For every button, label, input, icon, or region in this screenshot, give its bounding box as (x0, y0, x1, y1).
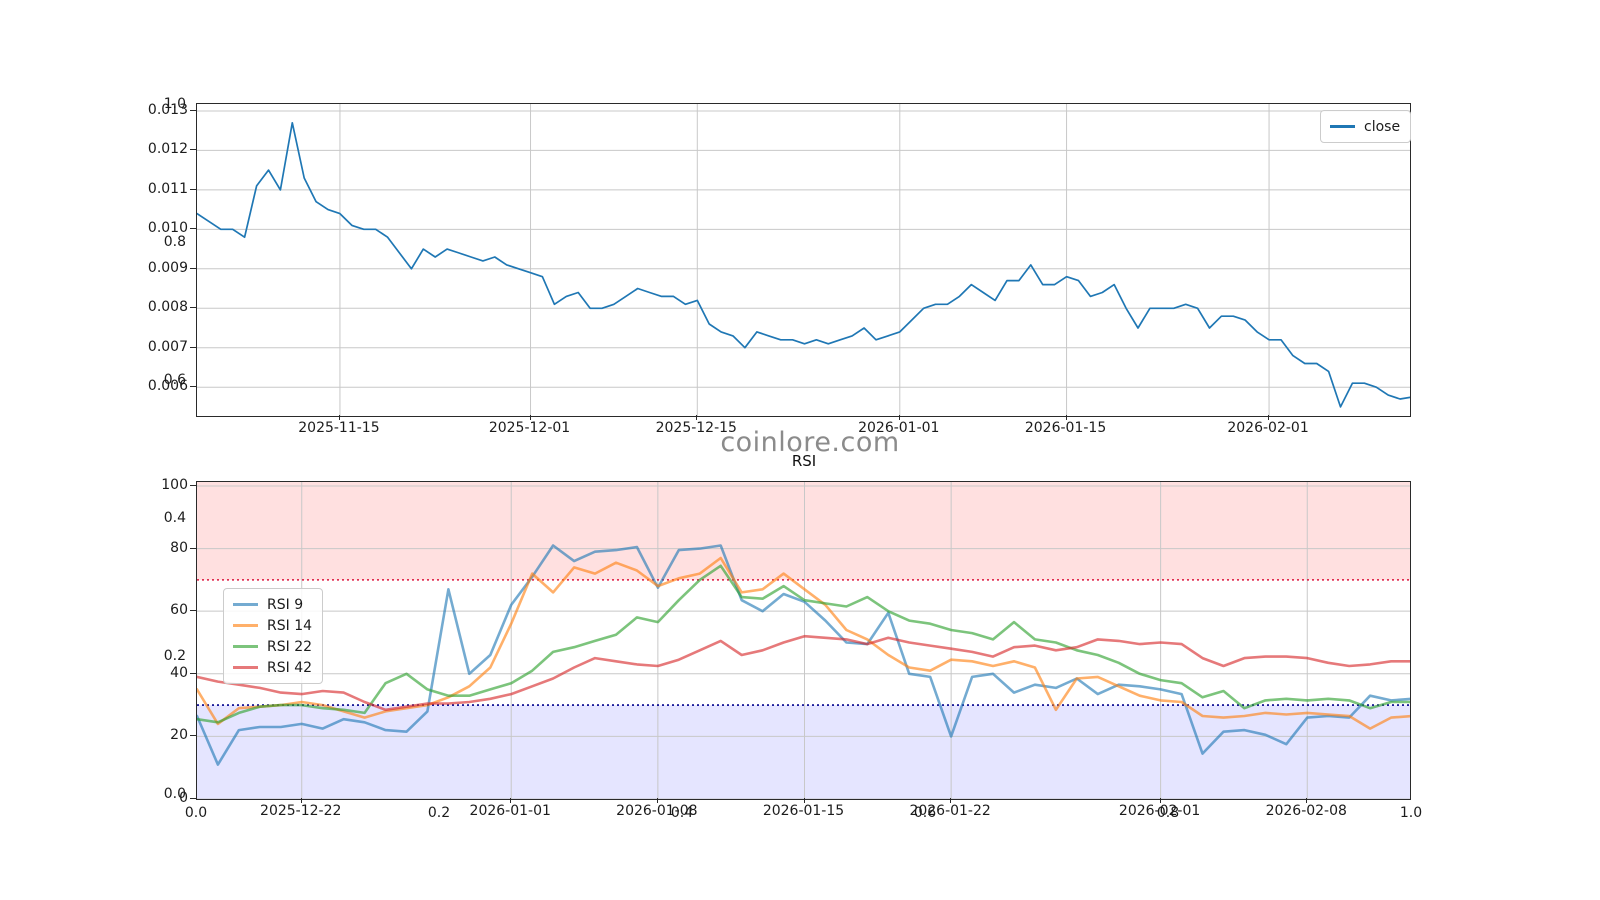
rsi-legend-row-rsi14: RSI 14 (233, 615, 312, 636)
overlay-x-tick-label: 1.0 (1399, 805, 1423, 821)
overlay-x-tick-label: 0.4 (670, 805, 694, 821)
rsi-legend-label: RSI 22 (267, 638, 313, 655)
x-axis-tick-label: 2026-02-01 (1227, 420, 1309, 436)
rsi42-line-swatch (233, 666, 258, 669)
x-axis-tick-label: 2026-01-01 (469, 803, 551, 819)
tick-mark (190, 346, 196, 348)
tick-mark (190, 484, 196, 486)
overlay-x-tick-label: 0.2 (427, 805, 451, 821)
tick-mark (803, 798, 805, 803)
rsi-legend-label: RSI 42 (267, 659, 313, 676)
tick-mark (190, 672, 196, 674)
y-axis-tick-label: 0.013 (147, 101, 188, 118)
rsi-chart-plot-area (196, 481, 1411, 800)
tick-mark (1159, 798, 1161, 803)
tick-mark (190, 307, 196, 309)
tick-mark (529, 415, 531, 420)
y-axis-tick-label: 80 (170, 539, 188, 556)
y-axis-tick-label: 0 (179, 790, 188, 806)
x-axis-tick-label: 2026-02-01 (1118, 803, 1201, 819)
rsi-legend-row-rsi42: RSI 42 (233, 657, 312, 678)
tick-mark (190, 267, 196, 269)
rsi-legend-row-rsi22: RSI 22 (233, 636, 312, 657)
y-axis-tick-label: 100 (161, 476, 188, 493)
tick-mark (190, 149, 196, 151)
x-axis-tick-label: 2026-01-01 (858, 420, 940, 436)
overlay-x-tick-label: 0.8 (1156, 805, 1180, 821)
tick-mark (190, 188, 196, 190)
rsi-legend[interactable]: RSI 9 RSI 14 RSI 22 RSI 42 (223, 588, 324, 684)
x-axis-tick-label: 2026-01-08 (616, 803, 698, 819)
overlay-y-tick-label: 0.8 (163, 234, 186, 250)
y-axis-tick-label: 0.011 (147, 180, 188, 197)
close-line (197, 121, 1410, 408)
tick-mark (338, 415, 340, 420)
overlay-y-tick-label: 0.6 (163, 372, 186, 388)
rsi14-line-swatch (233, 624, 258, 627)
x-axis-tick-label: 2026-01-15 (1024, 420, 1107, 436)
x-axis-tick-label: 2025-11-15 (298, 420, 380, 436)
y-axis-tick-label: 0.008 (147, 299, 188, 316)
rsi-14-line (197, 556, 1410, 730)
rsi-42-line (197, 634, 1410, 712)
close-line-swatch (1330, 125, 1355, 128)
rsi-legend-label: RSI 9 (267, 596, 304, 613)
tick-mark (696, 415, 698, 420)
overlay-y-tick-label: 0.0 (163, 786, 186, 802)
y-axis-tick-label: 0.006 (147, 378, 188, 395)
rsi9-line-swatch (233, 603, 258, 606)
price-chart-plot-area (196, 103, 1411, 417)
y-axis-tick-label: 40 (170, 664, 188, 681)
tick-mark (190, 735, 196, 737)
x-axis-tick-label: 2025-12-01 (488, 420, 571, 436)
overlay-y-tick-label: 1.0 (163, 96, 186, 112)
overlay-x-tick-label: 0.0 (184, 805, 208, 821)
x-axis-tick-label: 2026-01-15 (762, 803, 845, 819)
rsi-9-line (197, 544, 1410, 766)
tick-mark (190, 547, 196, 549)
tick-mark (1268, 415, 1270, 420)
rsi-chart-canvas (197, 482, 1410, 799)
overlay-y-tick-label: 0.2 (163, 648, 186, 664)
tick-mark (656, 798, 658, 803)
y-axis-tick-label: 20 (170, 727, 188, 744)
tick-mark (1306, 798, 1308, 803)
tick-mark (190, 109, 196, 111)
x-axis-tick-label: 2025-12-22 (260, 803, 342, 819)
price-legend[interactable]: close (1320, 110, 1412, 143)
x-axis-tick-label: 2025-12-15 (655, 420, 737, 436)
y-axis-tick-label: 0.009 (147, 259, 188, 276)
rsi-legend-label: RSI 14 (267, 617, 313, 634)
y-axis-tick-label: 0.010 (147, 220, 188, 237)
x-axis-tick-label: 2026-01-22 (909, 803, 991, 819)
y-axis-tick-label: 0.007 (147, 338, 188, 355)
tick-mark (190, 386, 196, 388)
y-axis-tick-label: 60 (170, 602, 188, 619)
tick-mark (510, 798, 512, 803)
y-axis-tick-label: 0.012 (147, 141, 188, 158)
watermark: coinlore.com (720, 427, 900, 458)
rsi-22-line (197, 564, 1410, 724)
overlay-x-tick-label: 0.6 (913, 805, 937, 821)
tick-mark (190, 798, 196, 799)
tick-mark (1065, 415, 1067, 420)
price-legend-label: close (1364, 118, 1401, 135)
price-chart-canvas (197, 104, 1410, 416)
price-legend-row-close: close (1330, 116, 1400, 137)
rsi-title: RSI (791, 452, 817, 470)
tick-mark (190, 610, 196, 612)
rsi22-line-swatch (233, 645, 258, 648)
tick-mark (300, 798, 302, 803)
tick-mark (190, 228, 196, 230)
tick-mark (898, 415, 900, 420)
overlay-y-tick-label: 0.4 (163, 510, 186, 526)
tick-mark (950, 798, 952, 803)
x-axis-tick-label: 2026-02-08 (1265, 803, 1347, 819)
rsi-legend-row-rsi9: RSI 9 (233, 594, 312, 615)
